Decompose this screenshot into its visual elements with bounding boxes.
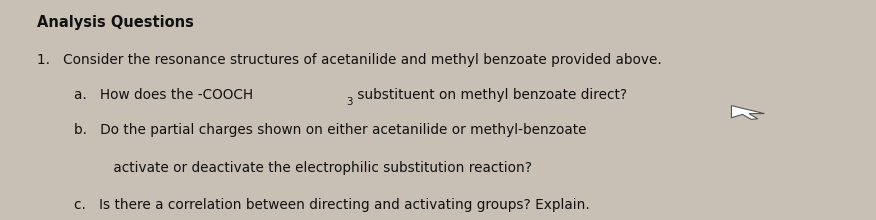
Text: activate or deactivate the electrophilic substitution reaction?: activate or deactivate the electrophilic… xyxy=(74,161,533,175)
Polygon shape xyxy=(731,106,764,119)
Text: b.   Do the partial charges shown on either acetanilide or methyl-benzoate: b. Do the partial charges shown on eithe… xyxy=(74,123,587,137)
Text: a.   How does the -COOCH: a. How does the -COOCH xyxy=(74,88,253,102)
Text: substituent on methyl benzoate direct?: substituent on methyl benzoate direct? xyxy=(353,88,627,102)
Text: 1.   Consider the resonance structures of acetanilide and methyl benzoate provid: 1. Consider the resonance structures of … xyxy=(37,53,661,67)
Text: 3: 3 xyxy=(346,97,353,107)
Text: Analysis Questions: Analysis Questions xyxy=(37,15,194,30)
Text: c.   Is there a correlation between directing and activating groups? Explain.: c. Is there a correlation between direct… xyxy=(74,198,590,212)
